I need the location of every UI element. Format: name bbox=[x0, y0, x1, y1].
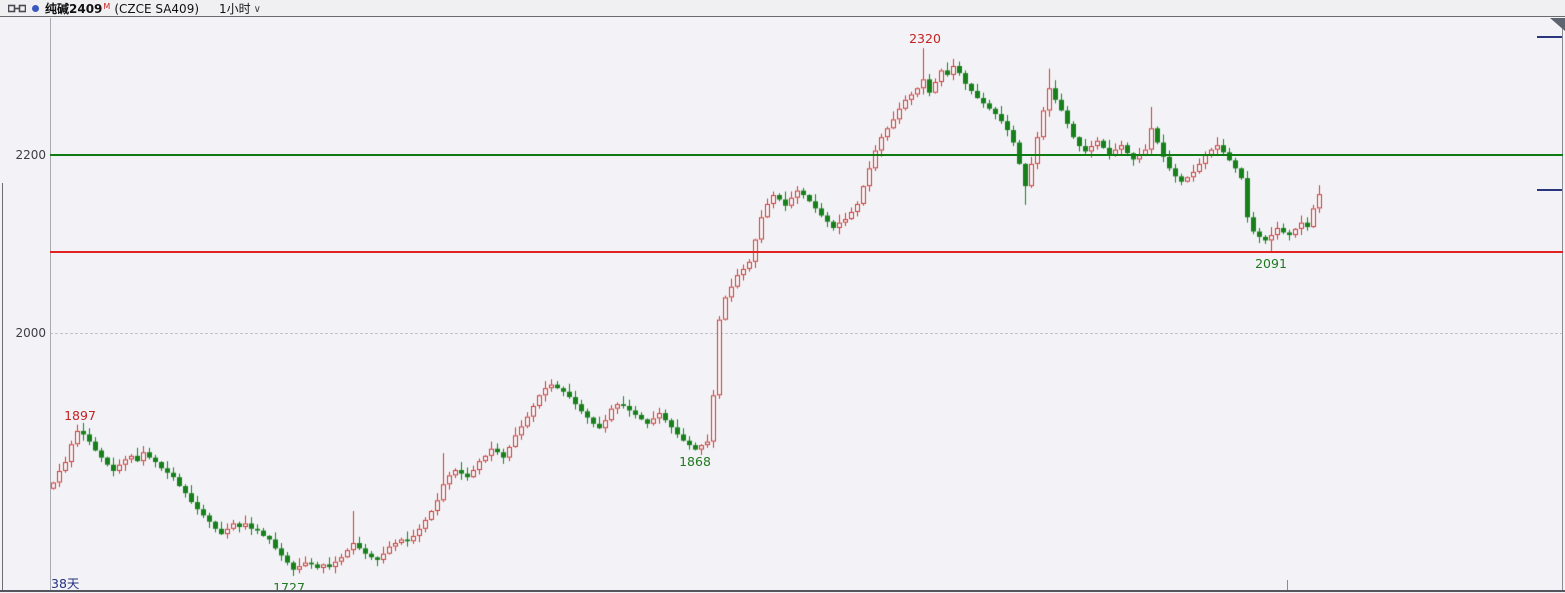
link-icon[interactable] bbox=[8, 4, 26, 13]
instrument-dot-icon bbox=[32, 4, 39, 12]
annotation-support-2091: 2091 bbox=[1255, 256, 1287, 271]
resistance-line[interactable] bbox=[50, 154, 1563, 156]
chevron-down-icon: ∨ bbox=[253, 3, 261, 15]
price-marker-upper bbox=[1537, 35, 1562, 38]
time-axis-tick bbox=[1287, 580, 1288, 590]
price-marker-last bbox=[1537, 188, 1562, 191]
symbol-name: 纯碱2409 bbox=[45, 1, 103, 16]
y-axis-label-2000: 2000 bbox=[15, 326, 46, 340]
corner-fold-icon[interactable] bbox=[1550, 18, 1565, 31]
annotation-high-2320: 2320 bbox=[909, 31, 941, 47]
annotation-swing-1897: 1897 bbox=[64, 407, 96, 423]
y-axis-label-2200: 2200 bbox=[15, 148, 46, 162]
timeframe-label: 1小时 bbox=[219, 1, 251, 16]
symbol-flag: M bbox=[103, 1, 111, 11]
support-line[interactable] bbox=[50, 251, 1563, 253]
timeframe-dropdown[interactable]: 1小时 ∨ bbox=[219, 0, 261, 17]
symbol-title[interactable]: 纯碱2409 M (CZCE SA409) bbox=[45, 0, 199, 17]
symbol-code: (CZCE SA409) bbox=[114, 1, 200, 16]
annotation-low-1727: 1727 bbox=[273, 579, 305, 593]
left-pane-divider[interactable] bbox=[2, 183, 3, 590]
top-bar: 纯碱2409 M (CZCE SA409) 1小时 ∨ bbox=[0, 0, 1565, 17]
period-label: 38天 bbox=[51, 576, 80, 591]
annotation-base-1868: 1868 bbox=[679, 454, 711, 470]
chart-bottom-border bbox=[0, 590, 1565, 592]
